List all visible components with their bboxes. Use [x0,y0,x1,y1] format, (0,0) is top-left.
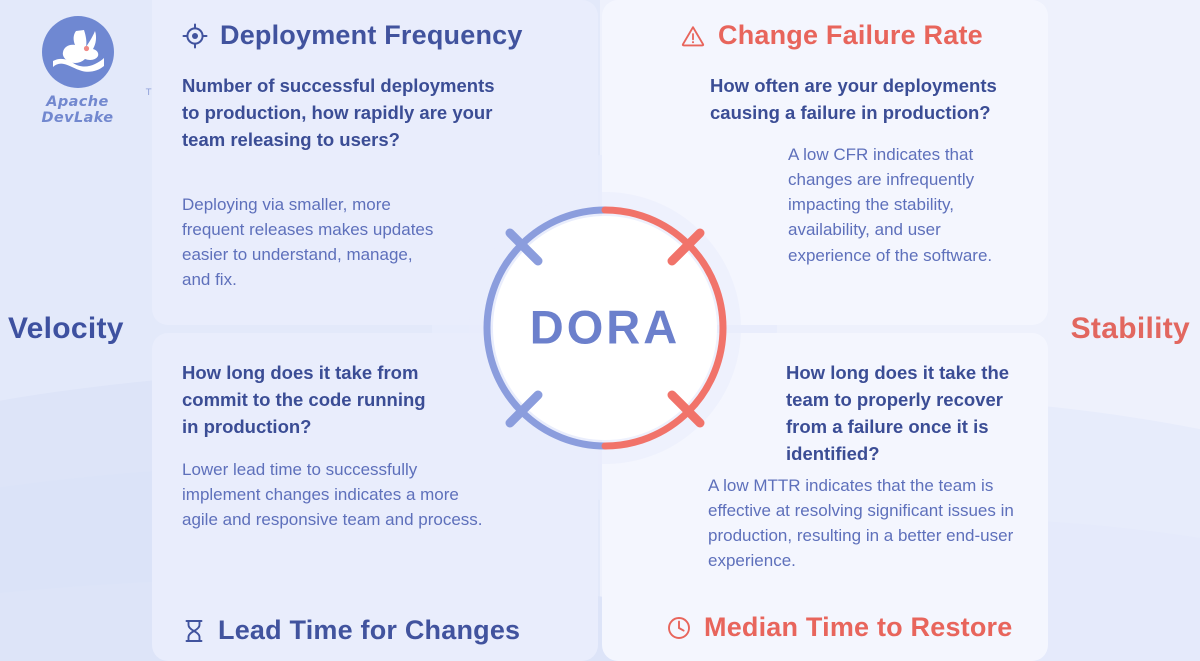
change-failure-rate-detail: A low CFR indicates that changes are inf… [788,145,993,265]
lead-time-detail: Lower lead time to successfully implemen… [182,460,483,530]
lead-time-question: How long does it take from commit to the… [182,362,426,437]
velocity-label: Velocity [8,312,124,345]
median-time-question: How long does it take the team to proper… [786,362,1010,464]
hourglass-icon [185,619,203,642]
deployment-frequency-title-row: Deployment Frequency [182,22,523,49]
deployment-frequency-detail: Deploying via smaller, more frequent rel… [182,195,434,290]
median-time-detail: A low MTTR indicates that the team is ef… [708,476,1014,571]
dora-dial: DORA [462,185,748,471]
change-failure-rate-title-row: Change Failure Rate [680,22,983,49]
ring-stability-arc [601,206,727,450]
ring-tick [505,228,543,266]
ring-tick [667,228,705,266]
clock-icon [668,616,690,639]
warning-triangle-icon [681,25,705,46]
change-failure-rate-question: How often are your deployments causing a… [710,75,997,123]
median-time-title: Median Time to Restore [704,612,1013,642]
deployment-frequency-question: Number of successful deployments to prod… [182,75,495,150]
lead-time-title-row: Lead Time for Changes [182,617,520,644]
ring-velocity-arc [483,206,609,450]
ring-tick [505,390,543,428]
deployment-frequency-title: Deployment Frequency [220,20,523,50]
dora-center-label: DORA [529,300,681,354]
lead-time-title: Lead Time for Changes [218,615,521,645]
brand-logo: Apache DevLake TM [10,14,160,127]
dora-ring-graphic [469,192,741,464]
devlake-rabbit-logo-icon [41,16,114,88]
median-time-title-row: Median Time to Restore [666,614,1012,641]
brand-name: Apache DevLake TM [10,88,159,126]
target-icon [182,23,208,48]
brand-name-text: Apache DevLake [41,94,114,126]
ring-tick [667,390,705,428]
change-failure-rate-title: Change Failure Rate [718,20,983,50]
stability-label: Stability [1070,312,1190,345]
